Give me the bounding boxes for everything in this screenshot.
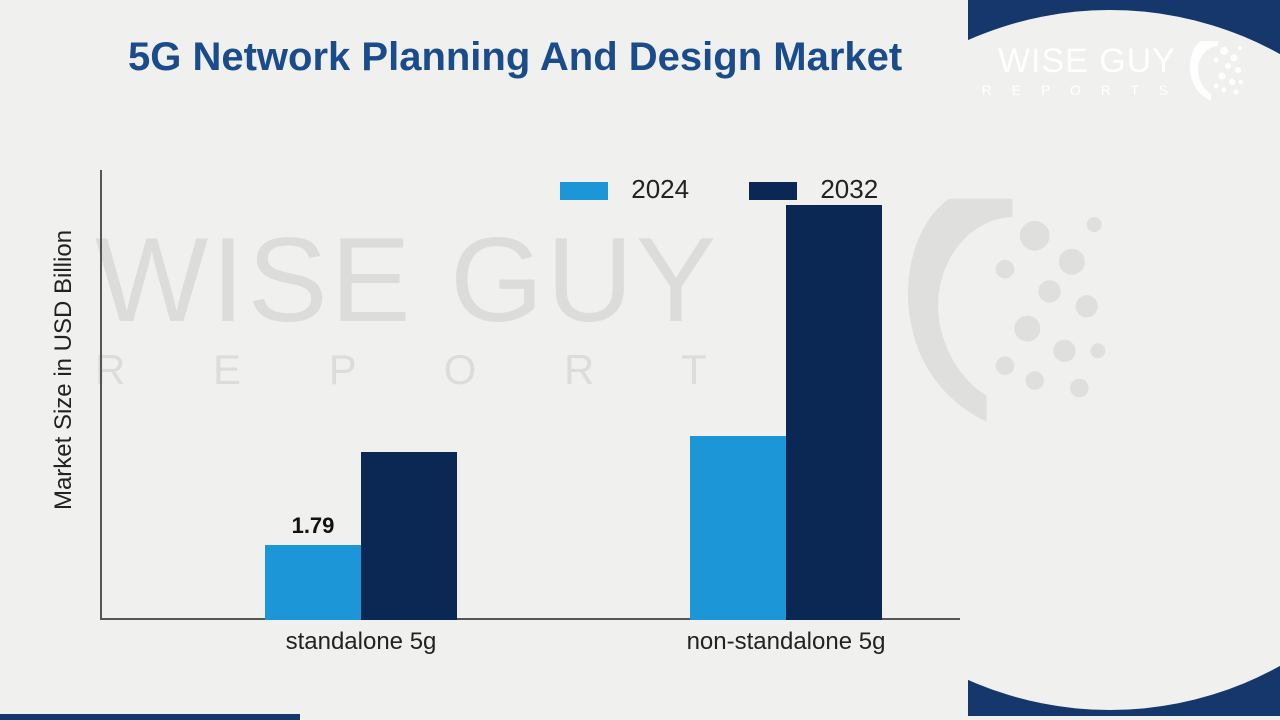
- chart-plot-area: 2024 2032 standalone 5g1.79non-standalon…: [100, 180, 960, 620]
- bar-group: standalone 5g1.79: [265, 452, 457, 620]
- bar: [786, 205, 882, 620]
- bar: [690, 436, 786, 620]
- decor-bottom-strip: [0, 714, 300, 720]
- bar-value-label: 1.79: [292, 513, 335, 539]
- legend-label-2024: 2024: [631, 174, 689, 204]
- legend-swatch-2032: [749, 182, 797, 200]
- bar-group: non-standalone 5g: [690, 205, 882, 620]
- legend-swatch-2024: [560, 182, 608, 200]
- brand-logo-sub: R E P O R T S: [982, 82, 1176, 98]
- bar: [361, 452, 457, 620]
- category-label: standalone 5g: [251, 620, 471, 657]
- legend-label-2032: 2032: [820, 174, 878, 204]
- y-axis-line: [100, 170, 102, 620]
- chart-title: 5G Network Planning And Design Market: [128, 34, 902, 80]
- brand-head-icon: [1186, 36, 1246, 106]
- brand-logo: WISE GUY R E P O R T S: [982, 36, 1246, 106]
- bar: [265, 545, 361, 620]
- legend: 2024 2032: [560, 174, 878, 205]
- legend-item-2032: 2032: [749, 174, 878, 205]
- legend-item-2024: 2024: [560, 174, 689, 205]
- chart-canvas: WISE GUY R E P O R T S WISE GUY R E P O …: [0, 0, 1280, 720]
- brand-logo-main: WISE GUY: [998, 44, 1176, 78]
- category-label: non-standalone 5g: [676, 620, 896, 657]
- y-axis-label: Market Size in USD Billion: [50, 230, 78, 510]
